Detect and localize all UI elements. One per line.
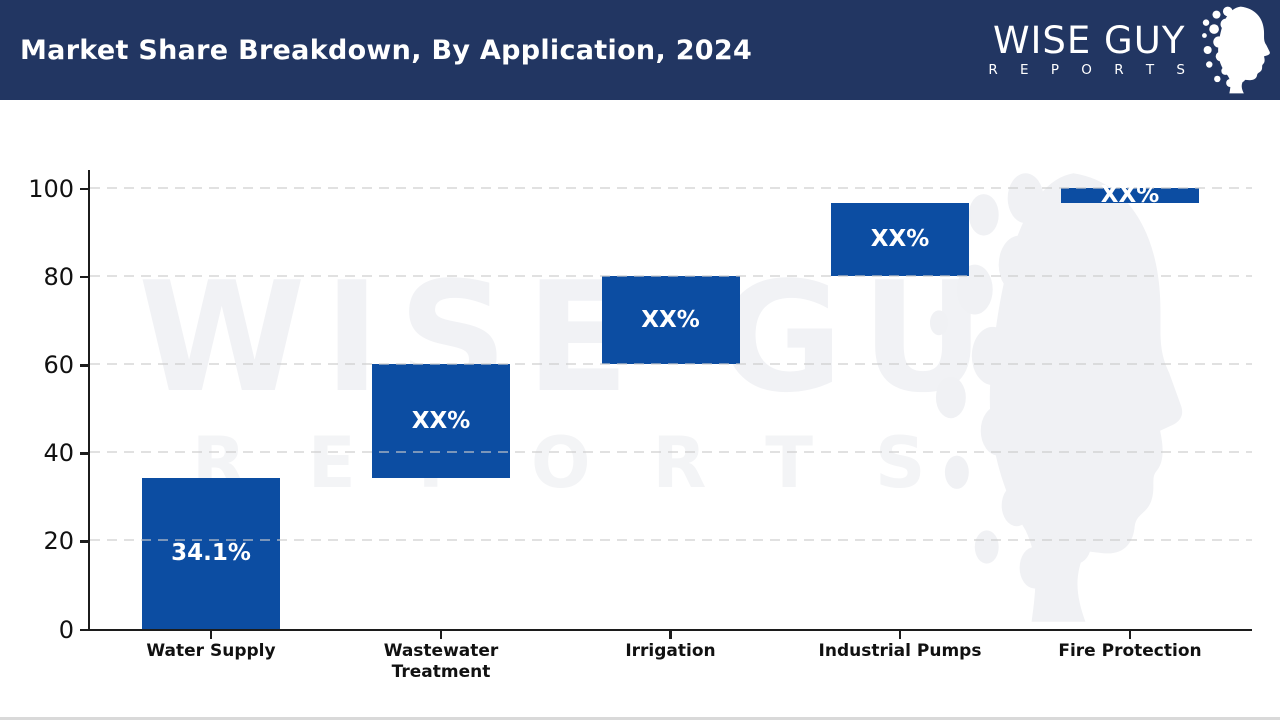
waterfall-bar (372, 364, 510, 479)
x-tick-mark (439, 631, 443, 640)
y-tick-label: 40 (43, 439, 74, 468)
y-tick-mark (79, 275, 88, 279)
bar-value-label: XX% (411, 408, 471, 435)
logo-wordmark-main: WISE GUY (992, 19, 1186, 62)
x-tick-mark (898, 631, 902, 640)
gridline (90, 539, 1252, 542)
header-bar: Market Share Breakdown, By Application, … (0, 0, 1280, 100)
x-tick-mark (1128, 631, 1132, 640)
bar-value-label: XX% (870, 226, 930, 253)
x-category-label: Irrigation (625, 640, 716, 661)
y-tick-label: 60 (43, 351, 74, 379)
y-tick-mark (79, 540, 88, 543)
x-axis-line (87, 628, 1252, 632)
y-tick-mark (79, 452, 88, 455)
x-tick-mark (669, 631, 672, 640)
y-tick-label: 0 (58, 615, 74, 644)
bar-value-label: XX% (1100, 182, 1160, 209)
y-tick-label: 100 (28, 174, 74, 203)
bar-value-label: XX% (641, 306, 700, 333)
logo-wordmark: WISE GUY R E P O R T S (984, 22, 1194, 78)
y-tick-label: 80 (43, 262, 74, 291)
y-tick-mark (79, 628, 88, 632)
x-category-label: Fire Protection (1058, 640, 1202, 661)
logo-face-icon (1202, 6, 1270, 94)
bar-value-label: 34.1% (171, 540, 251, 567)
gridline (90, 274, 1252, 277)
x-category-label: Wastewater Treatment (383, 640, 499, 682)
wise-guy-logo: WISE GUY R E P O R T S (984, 0, 1272, 100)
waterfall-bar (601, 275, 740, 364)
y-tick-mark (79, 364, 88, 367)
x-category-label: Water Supply (146, 640, 276, 661)
x-category-label: Industrial Pumps (818, 640, 982, 661)
y-axis-line (87, 170, 90, 632)
y-tick-label: 20 (43, 527, 74, 556)
x-tick-mark (209, 631, 213, 640)
gridline (90, 363, 1252, 365)
logo-wordmark-sub: R E P O R T S (988, 62, 1194, 78)
y-tick-mark (79, 187, 88, 191)
watermark-sub: REPORTS (192, 422, 988, 504)
gridline (90, 186, 1252, 189)
gridline (90, 451, 1252, 454)
page-title: Market Share Breakdown, By Application, … (20, 34, 753, 66)
waterfall-bar (142, 478, 280, 629)
